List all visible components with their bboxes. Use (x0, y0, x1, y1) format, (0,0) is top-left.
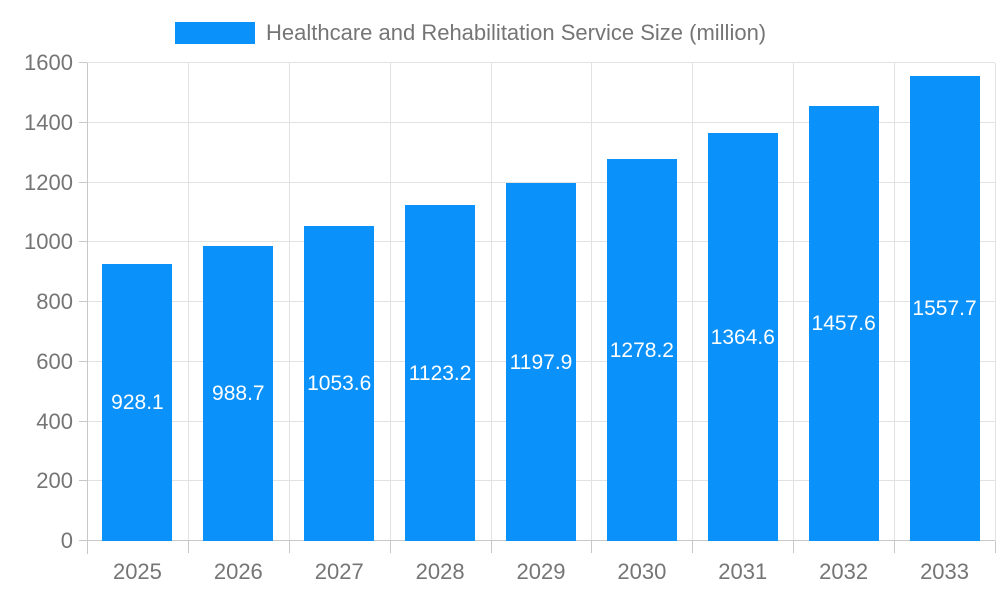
x-axis-tick-label: 2026 (213, 559, 263, 584)
y-axis-tick-label: 1400 (24, 109, 73, 135)
bar: 1364.6 (707, 133, 778, 541)
vertical-gridline (692, 63, 694, 541)
bar-value-label: 1364.6 (710, 325, 775, 349)
bar: 988.7 (203, 245, 274, 541)
vertical-gridline (995, 63, 996, 541)
x-axis-tick-label: 2032 (819, 559, 869, 584)
x-axis-tick-label: 2029 (516, 559, 566, 584)
y-axis-tick (79, 360, 87, 362)
vertical-gridline (793, 63, 795, 541)
legend-item[interactable]: Healthcare and Rehabilitation Service Si… (175, 21, 766, 45)
bar-value-label: 988.7 (212, 381, 265, 405)
y-axis-tick (79, 540, 87, 541)
y-axis-tick-label: 0 (60, 528, 73, 553)
bar: 1457.6 (808, 105, 879, 541)
bar-value-label: 1053.6 (307, 372, 372, 396)
bar-value-label: 1557.7 (912, 296, 977, 320)
bar: 1123.2 (405, 205, 476, 541)
bar: 928.1 (102, 263, 173, 541)
y-axis-tick (79, 420, 87, 422)
y-axis-tick-label: 600 (36, 348, 73, 374)
x-axis-tick (389, 541, 391, 553)
y-axis-tick (79, 480, 87, 482)
x-axis-tick-label: 2027 (314, 559, 364, 584)
y-axis-tick-label: 400 (36, 408, 73, 434)
y-axis-tick-label: 1200 (24, 169, 73, 195)
vertical-gridline (389, 63, 391, 541)
x-axis-tick (894, 541, 896, 553)
y-axis-tick (79, 121, 87, 123)
y-axis-tick (79, 62, 87, 63)
y-axis-tick (79, 181, 87, 183)
y-axis-tick-label: 200 (36, 468, 73, 494)
horizontal-gridline (87, 121, 995, 123)
x-axis-tick (187, 541, 189, 553)
vertical-gridline (288, 63, 290, 541)
x-axis-tick (490, 541, 492, 553)
vertical-gridline (894, 63, 896, 541)
x-axis-tick-label: 2028 (415, 559, 465, 584)
bar-value-label: 1278.2 (609, 338, 674, 362)
x-axis-tick-label: 2025 (112, 559, 162, 584)
bar-value-label: 1457.6 (811, 311, 876, 335)
bar: 1053.6 (304, 226, 375, 541)
x-axis-tick (692, 541, 694, 553)
plot-area: 0 200 400 600 800 1000 1200 1400 1600 928.1 2025 98… (24, 52, 996, 583)
x-axis-tick-label: 2031 (718, 559, 768, 584)
bar: 1197.9 (506, 183, 576, 541)
vertical-gridline (490, 63, 492, 541)
x-axis-tick-label: 2033 (920, 559, 970, 584)
y-axis-line (87, 63, 88, 554)
bar-value-label: 1123.2 (408, 361, 472, 385)
vertical-gridline (591, 63, 593, 541)
x-axis-tick-label: 2030 (617, 559, 667, 584)
x-axis-tick (995, 541, 996, 553)
x-axis-tick (591, 541, 593, 553)
bar-value-label: 1197.9 (509, 350, 573, 374)
y-axis-tick-label: 1600 (24, 50, 73, 75)
y-axis-tick (79, 241, 87, 243)
x-axis-tick (793, 541, 795, 553)
legend-swatch (175, 22, 255, 44)
bar: 1557.7 (909, 75, 980, 541)
x-axis-tick (288, 541, 290, 553)
y-axis-tick-label: 800 (36, 289, 73, 314)
horizontal-gridline (87, 62, 995, 63)
y-axis-tick-label: 1000 (24, 229, 73, 255)
bar: 1278.2 (606, 159, 677, 541)
bar-value-label: 928.1 (111, 390, 164, 414)
legend-label: Healthcare and Rehabilitation Service Si… (266, 20, 767, 45)
vertical-gridline (187, 63, 189, 541)
horizontal-gridline (87, 181, 995, 183)
y-axis-tick (79, 301, 87, 302)
